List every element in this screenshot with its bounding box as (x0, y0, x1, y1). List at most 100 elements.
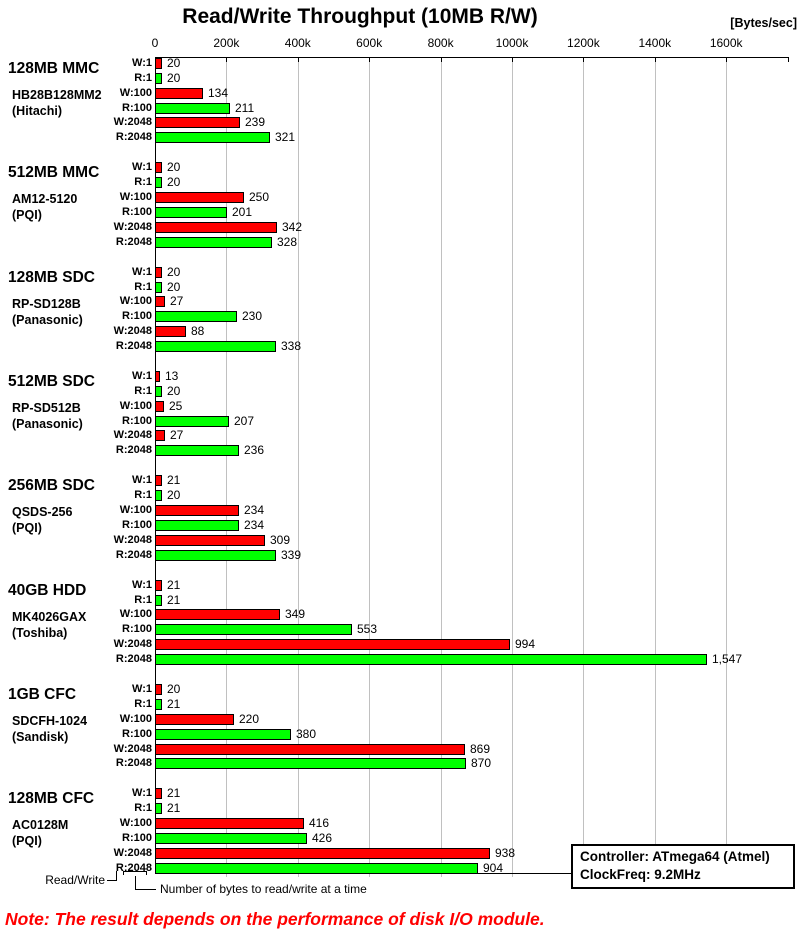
bar-value-label: 21 (167, 592, 181, 607)
bar-category-label: W:100 (119, 399, 152, 412)
group-label: 128MB SDC (8, 268, 95, 286)
write-bar (155, 400, 164, 412)
bar-value-label: 20 (167, 70, 181, 85)
x-tickmark-1200k (583, 57, 585, 62)
read-bar (155, 803, 162, 815)
bar-category-label: W:2048 (113, 742, 152, 755)
legend-read-write-bracket (107, 871, 117, 881)
bar-value-label: 250 (249, 190, 270, 205)
group-vendor: (PQI) (12, 521, 42, 536)
write-bar (155, 192, 244, 204)
bar-value-label: 25 (169, 398, 183, 413)
write-bar (155, 534, 265, 546)
clockfreq-line: ClockFreq: 9.2MHz (580, 867, 701, 882)
bar-category-label: R:2048 (115, 235, 152, 248)
group-model: MK4026GAX (12, 609, 87, 624)
bar-category-label: R:2048 (115, 861, 152, 874)
read-bar (155, 206, 227, 218)
group-label: 512MB MMC (8, 164, 100, 182)
x-tick-label-200k: 200k (213, 36, 240, 50)
write-bar (155, 684, 162, 696)
bar-category-label: W:2048 (113, 429, 152, 442)
bar-category-label: R:2048 (115, 339, 152, 352)
read-bar (155, 698, 162, 710)
write-bar (155, 475, 162, 487)
group-model: AC0128M (12, 818, 69, 833)
bar-value-label: 339 (281, 547, 302, 562)
axis-unit-label: [Bytes/sec] (730, 16, 797, 30)
bar-value-label: 321 (275, 130, 296, 145)
bar-value-label: 211 (235, 100, 255, 115)
x-tickmark-400k (297, 57, 299, 62)
bar-value-label: 234 (244, 517, 265, 532)
group-model: AM12-5120 (12, 192, 78, 207)
bar-value-label: 20 (167, 682, 181, 697)
bar-value-label: 994 (515, 637, 536, 652)
x-tick-label-1600k: 1600k (709, 36, 743, 50)
x-tick-label-1200k: 1200k (567, 36, 600, 50)
controller-line: Controller: ATmega64 (Atmel) (580, 849, 770, 864)
read-bar (155, 281, 162, 293)
write-bar (155, 743, 465, 755)
group-label: 1GB CFC (8, 686, 77, 704)
bar-category-label: W:2048 (113, 533, 152, 546)
group-model: HB28B128MM2 (12, 88, 102, 102)
write-bar (155, 371, 160, 383)
bar-value-label: 239 (245, 115, 266, 130)
legend-bytes-bracket (135, 876, 156, 890)
bar-category-label: W:1 (132, 161, 152, 174)
bar-category-label: R:1 (134, 71, 152, 84)
x-tick-label-1400k: 1400k (638, 36, 672, 50)
write-bar (155, 788, 162, 800)
read-bar (155, 311, 237, 323)
group-vendor: (Panasonic) (12, 312, 83, 327)
bar-category-label: W:1 (132, 370, 152, 383)
bar-category-label: W:100 (119, 191, 152, 204)
x-tickmark-600k (369, 57, 371, 62)
x-tick-label-1000k: 1000k (495, 36, 529, 50)
read-bar (155, 385, 162, 397)
bar-category-label: R:1 (134, 802, 152, 815)
read-bar (155, 177, 162, 189)
bar-value-label: 21 (167, 786, 181, 801)
write-bar (155, 609, 280, 621)
controller-info-box: Controller: ATmega64 (Atmel) ClockFreq: … (571, 844, 795, 889)
bar-value-label: 553 (357, 622, 378, 637)
bar-category-label: R:2048 (115, 444, 152, 457)
bar-category-label: R:2048 (115, 653, 152, 665)
legend-bytes-label: Number of bytes to read/write at a time (160, 882, 367, 896)
bar-value-label: 20 (167, 279, 181, 294)
bar-value-label: 201 (232, 204, 253, 219)
read-bar (155, 415, 229, 427)
bar-category-label: W:2048 (113, 638, 152, 651)
bar-value-label: 27 (170, 428, 184, 443)
group-model: QSDS-256 (12, 505, 73, 520)
read-bar (155, 132, 270, 144)
x-tick-label-400k: 400k (284, 36, 311, 50)
read-bar (155, 549, 276, 561)
write-bar (155, 296, 165, 308)
bar-value-label: 20 (167, 383, 181, 398)
bar-category-label: R:1 (134, 697, 152, 710)
bar-category-label: R:1 (134, 593, 152, 606)
write-bar (155, 326, 186, 338)
x-tickmark-1000k (512, 57, 513, 62)
bar-value-label: 21 (167, 577, 181, 592)
bar-category-label: W:100 (119, 817, 152, 830)
bar-value-label: 21 (167, 696, 181, 711)
write-bar (155, 818, 304, 830)
group-vendor: (Sandisk) (12, 730, 69, 745)
write-bar (155, 162, 162, 174)
write-bar (155, 266, 162, 278)
bar-category-label: R:100 (122, 414, 152, 427)
write-bar (155, 221, 277, 233)
bar-value-label: 904 (483, 860, 504, 875)
gridline-1200k (583, 57, 585, 877)
legend-read-write-label: Read/Write (45, 873, 105, 887)
x-tick-label-600k: 600k (356, 36, 383, 50)
bar-value-label: 21 (167, 801, 181, 816)
write-bar (155, 87, 203, 99)
bar-category-label: R:1 (134, 489, 152, 502)
